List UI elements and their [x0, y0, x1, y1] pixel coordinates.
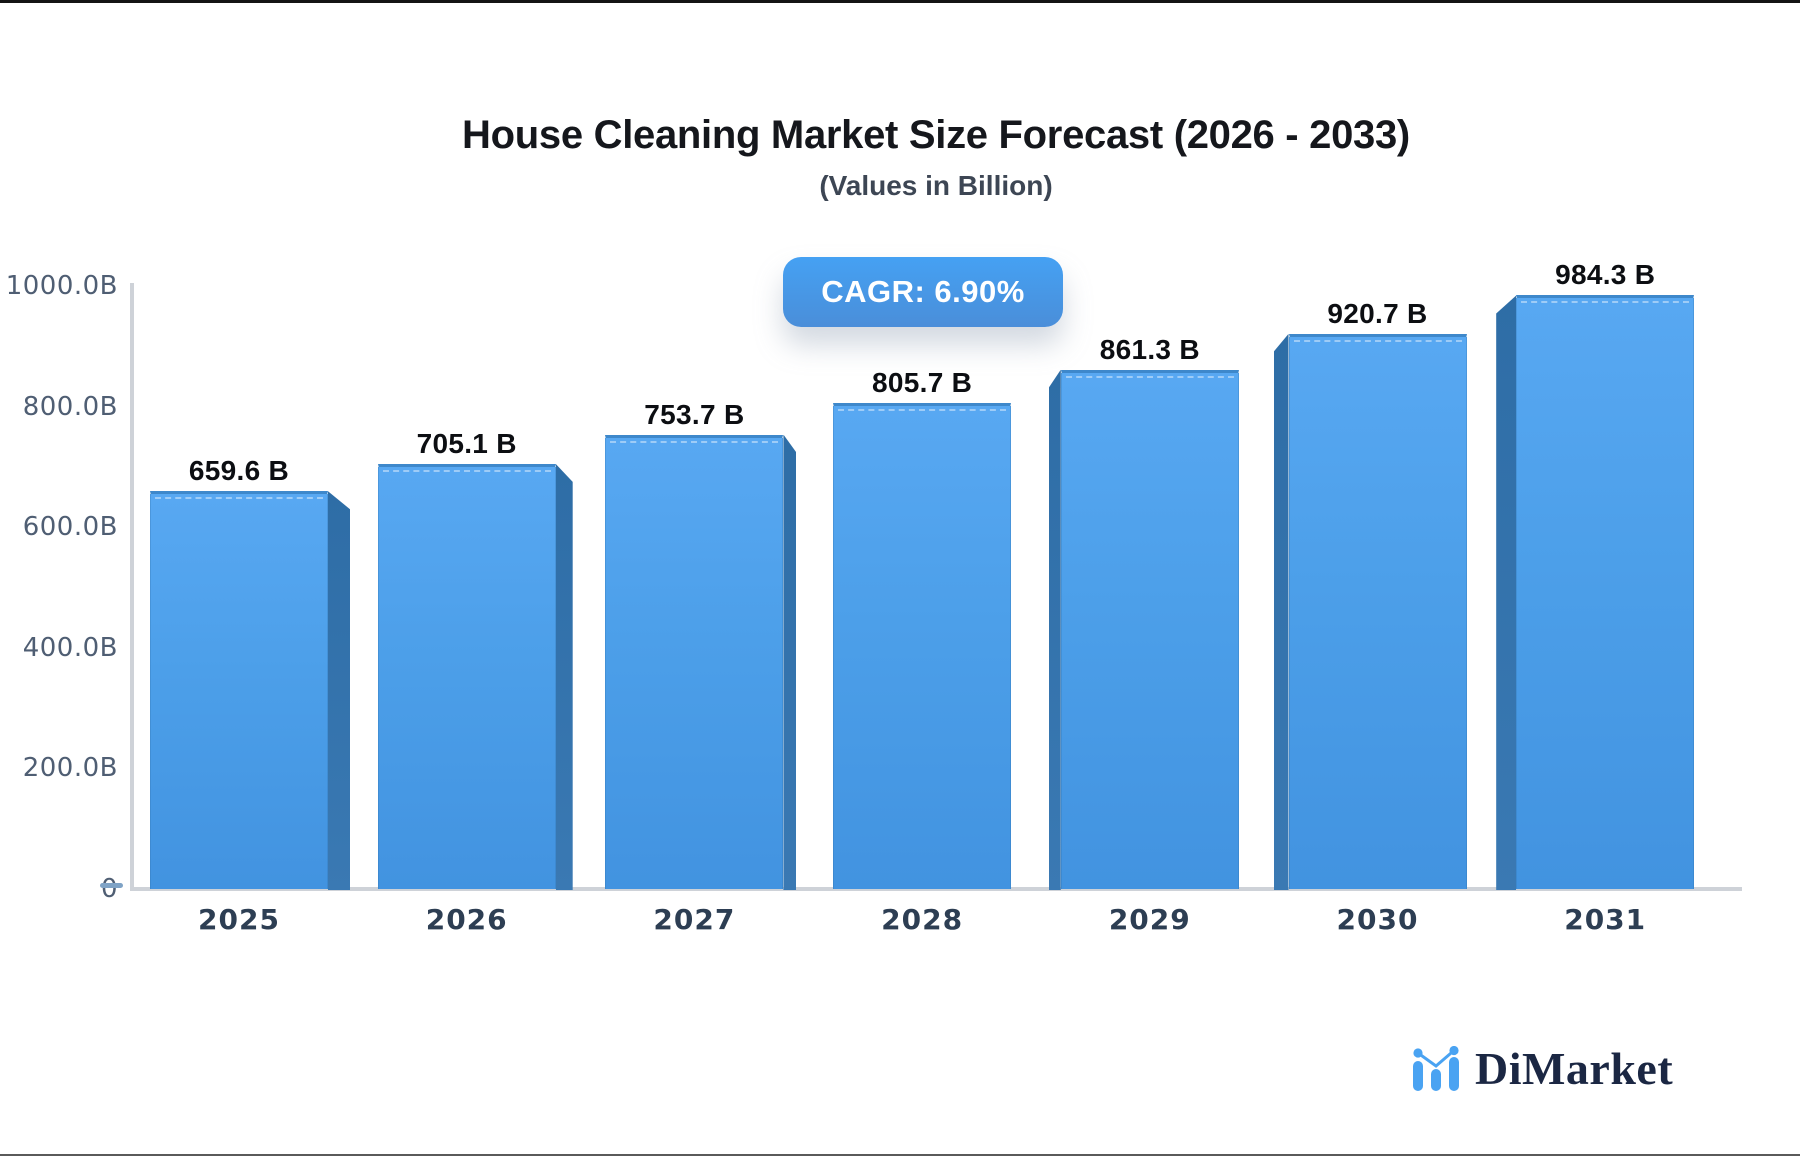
- bar-value-label: 984.3 B: [1555, 259, 1656, 291]
- bar-2026: [377, 463, 556, 889]
- bar-value-label: 659.6 B: [188, 455, 290, 487]
- y-axis-tick-label: 400.0B: [22, 632, 118, 663]
- cagr-badge: CAGR: 6.90%: [783, 257, 1063, 327]
- bar-3d-side: [1273, 333, 1289, 890]
- x-axis-category-label: 2031: [1564, 903, 1647, 936]
- y-axis-tick-label: 200.0B: [22, 753, 118, 784]
- bar-2027: [605, 434, 784, 889]
- bar-2031: [1516, 295, 1695, 889]
- bar-2025: [150, 491, 328, 889]
- x-axis-category-label: 2027: [653, 903, 736, 936]
- zero-tick-mark: [100, 883, 123, 888]
- dimarket-logo-icon: [1413, 1046, 1459, 1091]
- dimarket-logo-text: DiMarket: [1475, 1043, 1674, 1094]
- bar-value-label: 861.3 B: [1099, 333, 1200, 365]
- y-axis-tick-label: 600.0B: [22, 512, 118, 543]
- cagr-badge-label: CAGR: 6.90%: [821, 274, 1025, 309]
- bar-2028: [833, 403, 1012, 889]
- y-axis-tick-label: 0: [100, 874, 118, 904]
- bar-value-label: 805.7 B: [872, 367, 973, 399]
- bar-3d-side: [1048, 369, 1061, 890]
- x-axis-category-label: 2026: [425, 903, 508, 936]
- screenshot-bottom-edge: [0, 1154, 1800, 1156]
- bar-value-label: 705.1 B: [416, 427, 517, 459]
- x-axis-category-label: 2029: [1108, 903, 1191, 936]
- bar-2029: [1060, 369, 1239, 889]
- chart-subtitle: (Values in Billion): [819, 170, 1053, 201]
- y-axis-tick-label: 1000.0B: [5, 271, 118, 301]
- y-axis-line: [130, 283, 134, 891]
- y-axis-tick-label: 800.0B: [22, 391, 118, 422]
- bar-3d-side: [783, 434, 797, 890]
- screenshot-top-edge: [0, 0, 1800, 3]
- chart-title: House Cleaning Market Size Forecast (202…: [462, 113, 1410, 157]
- bar-3d-side: [1496, 295, 1517, 890]
- x-axis-category-label: 2030: [1336, 903, 1419, 936]
- dimarket-logo: DiMarket: [1412, 1040, 1673, 1098]
- bar-3d-side: [555, 463, 573, 890]
- bar-2030: [1288, 333, 1467, 889]
- x-axis-category-label: 2025: [198, 903, 280, 936]
- bar-value-label: 753.7 B: [644, 398, 745, 430]
- bar-3d-side: [328, 491, 350, 890]
- bar-value-label: 920.7 B: [1327, 297, 1428, 329]
- x-axis-category-label: 2028: [881, 903, 964, 936]
- x-axis-baseline: [130, 887, 1742, 891]
